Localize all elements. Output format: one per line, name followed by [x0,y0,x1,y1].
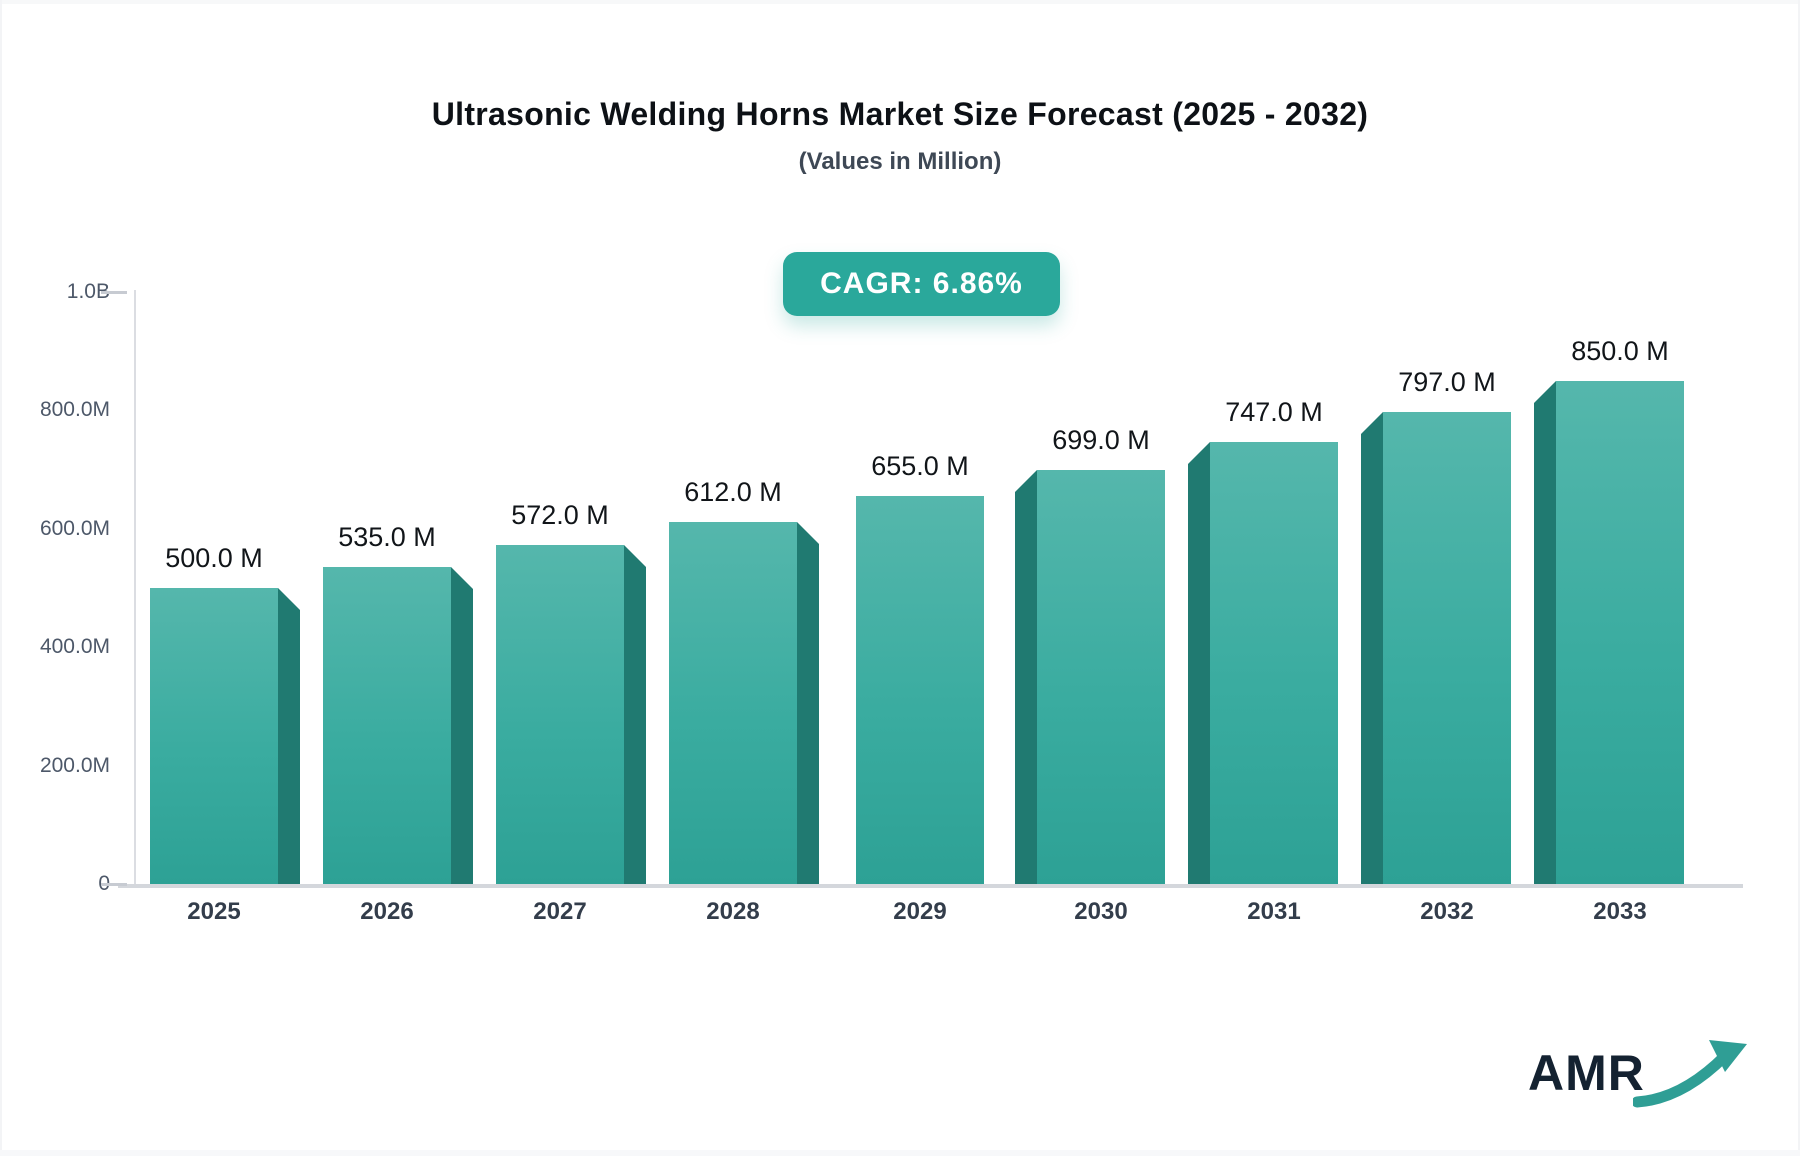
bar-3d-side [451,567,473,884]
bar-2025 [150,588,278,884]
bar-2032 [1383,412,1511,884]
cagr-badge: CAGR: 6.86% [783,252,1060,316]
bar-3d-side [624,545,646,884]
bar-value-label: 699.0 M [1052,425,1150,455]
x-axis-label: 2032 [1420,898,1474,925]
chart-title: Ultrasonic Welding Horns Market Size For… [431,96,1369,132]
bar-value-label: 500.0 M [165,543,263,573]
bar-2028 [669,522,797,884]
x-axis-label: 2025 [187,898,241,925]
chart-subtitle: (Values in Million) [798,148,1002,175]
x-axis-label: 2031 [1247,898,1301,925]
bar-value-label: 797.0 M [1398,367,1496,397]
bar-value-label: 572.0 M [511,500,609,530]
cagr-badge-label: CAGR: 6.86% [820,267,1023,300]
bar-2031 [1210,442,1338,884]
bar-3d-side [1188,442,1210,884]
card-top-edge [0,0,1800,4]
y-axis-line [134,290,136,884]
x-axis-label: 2028 [706,898,760,925]
bar-value-label: 850.0 M [1571,336,1669,366]
bar-3d-side [1015,470,1037,884]
bar-2029 [856,496,984,884]
y-axis-label: 400.0M [39,635,110,659]
bar-2030 [1037,470,1165,884]
x-axis-label: 2030 [1074,898,1128,925]
bar-3d-side [1534,381,1556,884]
x-axis-line [118,884,1743,888]
bar-2027 [496,545,624,884]
y-axis-tick [101,291,127,294]
x-axis-label: 2033 [1593,898,1647,925]
bar-value-label: 535.0 M [338,522,436,552]
growth-arrow-icon [1632,1040,1747,1108]
y-axis-label: 800.0M [39,398,110,422]
bar-value-label: 655.0 M [871,451,969,481]
x-axis-label: 2027 [533,898,587,925]
y-axis-label: 1.0B [66,280,110,303]
bar-2026 [323,567,451,884]
card-bottom-edge [0,1150,1800,1156]
bar-3d-side [797,522,819,884]
bar-2033 [1556,381,1684,884]
bar-3d-side [1361,412,1383,884]
bar-value-label: 747.0 M [1225,397,1323,427]
x-axis-label: 2026 [360,898,414,925]
bar-value-label: 612.0 M [684,477,782,507]
y-axis-label: 200.0M [39,753,110,777]
amr-logo-text: AMR [1528,1045,1645,1101]
amr-logo: AMR [1528,1036,1751,1110]
y-axis-label: 600.0M [39,516,110,540]
y-axis-tick [101,883,127,886]
y-axis-label: 0 [0,872,110,896]
x-axis-label: 2029 [893,898,947,925]
bar-3d-side [278,588,300,884]
